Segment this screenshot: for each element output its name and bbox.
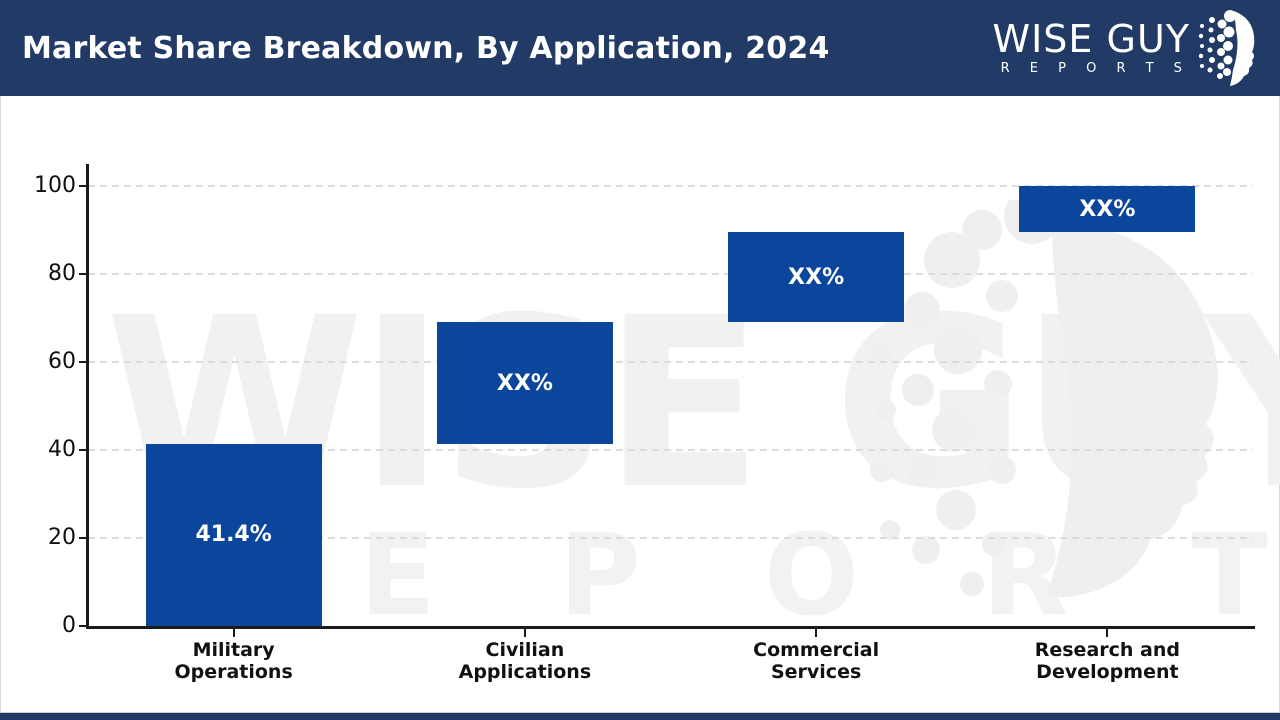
logo-wordmark: WISE GUY R E P O R T S (993, 20, 1190, 76)
bottom-border-line (0, 712, 1280, 713)
chart-title: Market Share Breakdown, By Application, … (22, 30, 830, 66)
y-tick-label: 80 (48, 261, 76, 286)
gridline (88, 537, 1253, 539)
x-tick-mark (232, 629, 235, 637)
bar-value-label: XX% (496, 370, 553, 396)
y-tick-label: 100 (34, 173, 76, 198)
footer-bar (0, 713, 1280, 720)
y-tick-label: 40 (48, 437, 76, 462)
x-tick-mark (815, 629, 818, 637)
bar-value-label: 41.4% (195, 522, 272, 548)
gridline (88, 273, 1253, 275)
header-bar: Market Share Breakdown, By Application, … (0, 0, 1280, 96)
gridline (88, 361, 1253, 363)
gridline (88, 449, 1253, 451)
logo-wordmark-line2: R E P O R T S (1000, 61, 1190, 76)
x-category-label: Research and Development (1034, 639, 1180, 683)
bar: XX% (1019, 186, 1196, 233)
logo: WISE GUY R E P O R T S (993, 8, 1258, 88)
gridline (88, 185, 1253, 187)
x-tick-mark (1106, 629, 1109, 637)
y-tick-label: 0 (62, 613, 76, 638)
bar-value-label: XX% (788, 264, 845, 290)
y-tick-mark (79, 185, 87, 187)
y-tick-mark (79, 449, 87, 451)
x-category-label: Commercial Services (753, 639, 880, 683)
logo-wordmark-line1: WISE GUY (992, 17, 1190, 61)
logo-face-icon (1198, 10, 1255, 86)
bar-value-label: XX% (1079, 196, 1136, 222)
y-tick-label: 60 (48, 349, 76, 374)
bar: 41.4% (145, 443, 322, 626)
bar: XX% (436, 322, 613, 444)
y-tick-mark (79, 273, 87, 275)
y-tick-mark (79, 537, 87, 539)
bar: XX% (728, 232, 905, 323)
y-tick-mark (79, 361, 87, 363)
y-axis (86, 164, 89, 629)
x-category-label: Civilian Applications (458, 639, 592, 683)
x-axis (86, 626, 1255, 629)
y-tick-mark (79, 625, 87, 627)
x-category-label: Military Operations (174, 639, 293, 683)
x-tick-mark (523, 629, 526, 637)
y-tick-label: 20 (48, 525, 76, 550)
